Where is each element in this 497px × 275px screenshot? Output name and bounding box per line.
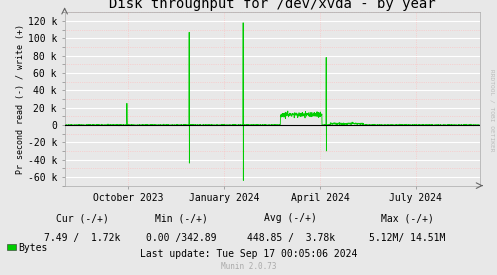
Text: 7.49 /  1.72k: 7.49 / 1.72k <box>44 233 120 243</box>
Text: Cur (-/+): Cur (-/+) <box>56 213 108 223</box>
Text: 0.00 /342.89: 0.00 /342.89 <box>146 233 217 243</box>
Text: Max (-/+): Max (-/+) <box>381 213 434 223</box>
Text: Avg (-/+): Avg (-/+) <box>264 213 317 223</box>
Text: Min (-/+): Min (-/+) <box>155 213 208 223</box>
Text: RRDTOOL / TOBI OETIKER: RRDTOOL / TOBI OETIKER <box>489 69 494 151</box>
Text: 5.12M/ 14.51M: 5.12M/ 14.51M <box>369 233 446 243</box>
Text: 448.85 /  3.78k: 448.85 / 3.78k <box>247 233 335 243</box>
Title: Disk throughput for /dev/xvda - by year: Disk throughput for /dev/xvda - by year <box>109 0 435 11</box>
Text: Bytes: Bytes <box>18 243 48 253</box>
Text: Munin 2.0.73: Munin 2.0.73 <box>221 262 276 271</box>
Y-axis label: Pr second read (-) / write (+): Pr second read (-) / write (+) <box>16 24 25 174</box>
Text: Last update: Tue Sep 17 00:05:06 2024: Last update: Tue Sep 17 00:05:06 2024 <box>140 249 357 259</box>
